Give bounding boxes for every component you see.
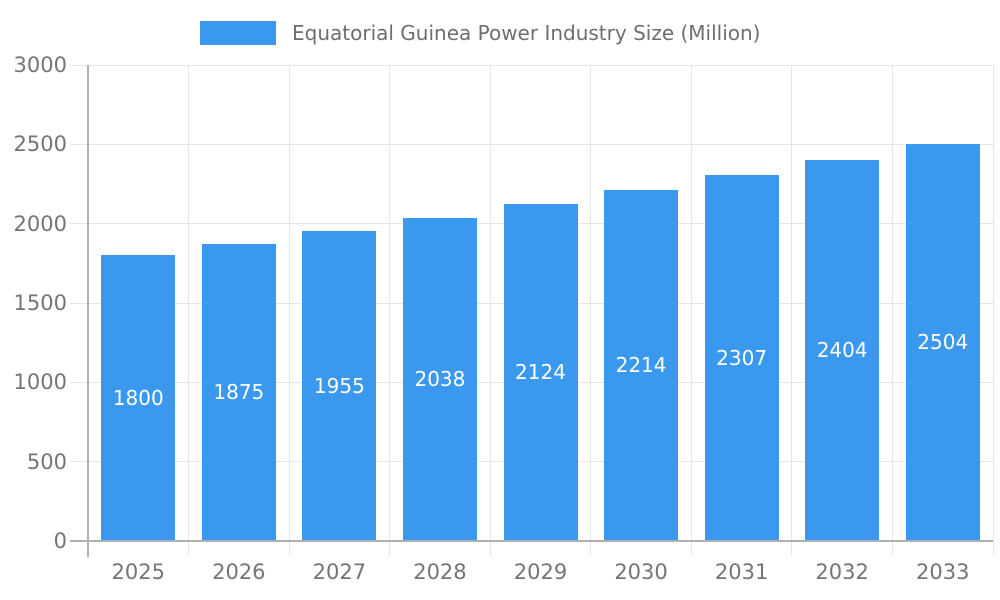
gridline-vertical [389,65,391,541]
bar: 1955 [302,230,377,541]
gridline-horizontal [88,143,993,145]
x-axis-label: 2027 [312,560,367,584]
gridline-vertical [288,65,290,541]
y-axis-label: 2000 [13,211,67,236]
x-axis-label: 2026 [212,560,266,584]
y-axis-tick [70,461,88,463]
x-axis-tick [389,541,391,556]
bar-value-label: 2124 [515,360,566,385]
bar-value-label: 1875 [213,380,265,405]
x-axis-tick [992,541,994,556]
x-axis-label: 2031 [714,560,769,584]
gridline-vertical [992,65,994,541]
x-axis-tick [690,541,692,556]
x-axis-tick [791,541,793,556]
bar: 1875 [201,243,276,541]
chart-legend: Equatorial Guinea Power Industry Size (M… [200,21,760,45]
x-axis-tick [891,541,893,556]
bar-value-label: 2307 [716,345,768,370]
bar: 2038 [402,217,477,541]
x-axis-tick [590,541,592,556]
gridline-vertical [791,65,793,541]
bar-value-label: 2404 [816,338,868,363]
gridline-vertical [590,65,592,541]
gridline-vertical [891,65,893,541]
bar-value-label: 2038 [414,367,466,392]
gridline-horizontal [88,64,993,66]
bar: 2307 [704,174,779,541]
y-axis-label: 3000 [13,53,67,77]
x-axis-tick [288,541,290,556]
bar-value-label: 2504 [917,330,969,355]
bar-value-label: 1955 [313,373,365,398]
x-axis-label: 2028 [413,560,467,584]
x-axis-label: 2032 [815,560,869,584]
y-axis-tick [70,302,88,304]
gridline-vertical [489,65,491,541]
bar: 2124 [503,203,578,541]
x-axis-label: 2025 [111,560,165,584]
x-axis-label: 2033 [915,560,970,584]
y-axis-label: 0 [53,529,67,553]
x-axis-label: 2029 [513,560,568,584]
y-axis-line [86,65,89,557]
legend-label: Equatorial Guinea Power Industry Size (M… [292,21,761,45]
gridline-vertical [188,65,190,541]
x-axis-tick [188,541,190,556]
y-axis-tick [70,381,88,383]
x-axis-tick [489,541,491,556]
y-axis-tick [70,64,88,66]
y-axis-label: 500 [26,449,67,474]
bar-value-label: 2214 [615,353,667,378]
bar: 2214 [604,189,679,541]
gridline-vertical [690,65,692,541]
legend-swatch [200,21,276,45]
y-axis-label: 2500 [13,132,67,157]
y-axis-label: 1000 [13,370,67,395]
y-axis-tick [70,143,88,145]
bar-value-label: 1800 [112,386,164,411]
bar: 2404 [805,159,880,541]
bar: 2504 [905,143,980,541]
bar: 1800 [101,255,176,541]
y-axis-tick [70,223,88,225]
x-axis-line [70,539,993,542]
y-axis-label: 1500 [13,291,67,315]
x-axis-label: 2030 [614,560,668,584]
